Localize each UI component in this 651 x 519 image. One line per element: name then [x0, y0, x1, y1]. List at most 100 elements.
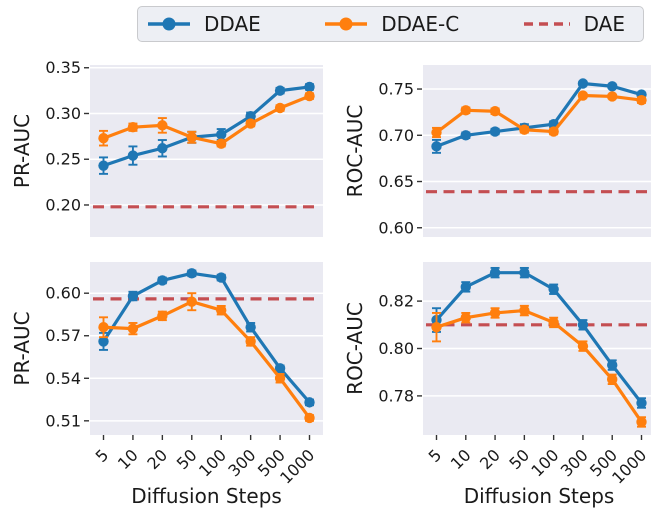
data-point-ddae	[460, 130, 471, 141]
series-line-ddae	[101, 271, 312, 404]
data-point-ddae-c	[577, 340, 589, 352]
data-point-ddae	[127, 290, 139, 302]
data-point-ddae	[274, 85, 286, 96]
data-point-ddae	[577, 319, 589, 331]
data-point-ddae-c	[607, 374, 618, 385]
data-point-ddae-c	[548, 126, 559, 137]
data-point-ddae	[489, 126, 501, 137]
data-point-ddae-c	[636, 94, 647, 106]
data-point-ddae	[274, 363, 286, 374]
data-point-ddae	[304, 81, 315, 93]
x-tick-label: 20	[143, 445, 171, 473]
ddae-c-line-marker-icon	[325, 17, 368, 31]
legend-item-ddae-c: DDAE-C	[323, 14, 459, 34]
data-point-ddae	[157, 143, 168, 154]
x-tick-label: 10	[114, 445, 142, 473]
x-tick-label: 300	[224, 445, 259, 480]
data-point-ddae	[607, 81, 618, 92]
data-point-ddae	[245, 322, 256, 333]
data-point-ddae-c	[519, 305, 530, 316]
x-tick-label: 100	[527, 445, 562, 480]
series-line-ddae-c	[101, 300, 312, 420]
y-tick-label: 0.20	[45, 195, 81, 214]
x-tick-label: 5	[92, 445, 113, 466]
data-point-ddae-c	[607, 91, 618, 102]
data-point-ddae-c	[127, 122, 139, 133]
y-tick-label: 0.60	[378, 218, 414, 237]
x-tick-label: 10	[447, 445, 475, 473]
legend-item-dae: DAE	[522, 14, 625, 34]
y-tick-label: 0.25	[45, 150, 81, 169]
data-point-ddae	[489, 267, 501, 278]
y-axis-label: ROC-AUC	[343, 105, 367, 198]
data-point-ddae-c	[186, 296, 197, 307]
data-point-ddae-c	[304, 412, 315, 424]
subplot-pr-auc-bottom: 0.51 0.54 0.57 0.60 5 10 20 50 100 300 500 1000 Diff…	[0, 245, 330, 519]
subplot-roc-auc-top: 0.60 0.65 0.70 0.75 ROC-AUC	[330, 45, 651, 245]
data-point-ddae	[460, 281, 471, 293]
y-tick-label: 0.70	[378, 126, 414, 145]
data-point-ddae	[98, 160, 109, 171]
data-point-ddae-c	[157, 120, 168, 131]
data-point-ddae-c	[245, 118, 256, 129]
y-tick-label: 0.54	[45, 369, 81, 388]
y-tick-label: 0.30	[45, 104, 81, 123]
data-point-ddae	[186, 268, 197, 279]
legend: DDAE DDAE-C DAE	[137, 6, 644, 42]
data-point-ddae-c	[127, 323, 139, 334]
data-point-ddae-c	[157, 310, 168, 322]
data-point-ddae-c	[519, 124, 530, 135]
ddae-line-marker-icon	[148, 17, 190, 31]
y-tick-label: 0.51	[45, 411, 81, 430]
data-point-ddae-c	[431, 127, 442, 138]
legend-item-ddae: DDAE	[146, 14, 261, 34]
data-point-ddae-c	[548, 317, 559, 328]
x-tick-label: 1000	[276, 445, 318, 487]
x-tick-label: 1000	[608, 445, 650, 487]
data-point-ddae	[519, 267, 530, 278]
data-point-ddae-c	[98, 322, 109, 333]
legend-label-ddae-c: DDAE-C	[381, 12, 460, 36]
x-tick-label: 300	[557, 445, 592, 480]
y-tick-label: 0.57	[45, 326, 81, 345]
data-point-ddae	[577, 78, 589, 89]
data-point-ddae	[304, 397, 315, 408]
data-point-ddae-c	[274, 102, 286, 114]
legend-label-ddae: DDAE	[204, 12, 261, 36]
data-point-ddae-c	[186, 132, 197, 143]
data-point-ddae-c	[216, 138, 227, 149]
x-axis-label: Diffusion Steps	[464, 484, 615, 508]
data-point-ddae	[636, 397, 647, 409]
x-tick-label: 100	[195, 445, 230, 480]
data-point-ddae	[245, 111, 256, 122]
data-point-ddae	[216, 129, 227, 140]
y-axis-label: PR-AUC	[10, 311, 34, 385]
data-point-ddae	[157, 275, 168, 286]
y-tick-label: 0.78	[378, 386, 414, 405]
data-point-ddae	[431, 141, 442, 152]
data-point-ddae-c	[636, 416, 647, 428]
data-point-ddae	[548, 284, 559, 295]
data-point-ddae-c	[460, 312, 471, 323]
x-axis-label: Diffusion Steps	[131, 484, 282, 508]
data-point-ddae-c	[489, 307, 501, 319]
y-tick-label: 0.82	[378, 292, 414, 311]
y-tick-label: 0.65	[378, 172, 414, 191]
data-point-ddae-c	[489, 106, 501, 117]
y-axis-label: ROC-AUC	[343, 302, 367, 395]
y-tick-label: 0.60	[45, 284, 81, 303]
data-point-ddae	[98, 336, 109, 347]
y-tick-label: 0.35	[45, 58, 81, 77]
y-axis-label: PR-AUC	[10, 114, 34, 188]
data-point-ddae-c	[460, 105, 471, 116]
data-point-ddae-c	[431, 321, 442, 333]
data-point-ddae-c	[245, 336, 256, 347]
plot-area	[423, 65, 651, 237]
legend-label-dae: DAE	[583, 12, 625, 36]
data-point-ddae-c	[304, 90, 315, 102]
data-point-ddae	[607, 359, 618, 371]
data-point-ddae-c	[274, 373, 286, 384]
y-tick-label: 0.80	[378, 339, 414, 358]
series-line-ddae	[434, 271, 644, 405]
